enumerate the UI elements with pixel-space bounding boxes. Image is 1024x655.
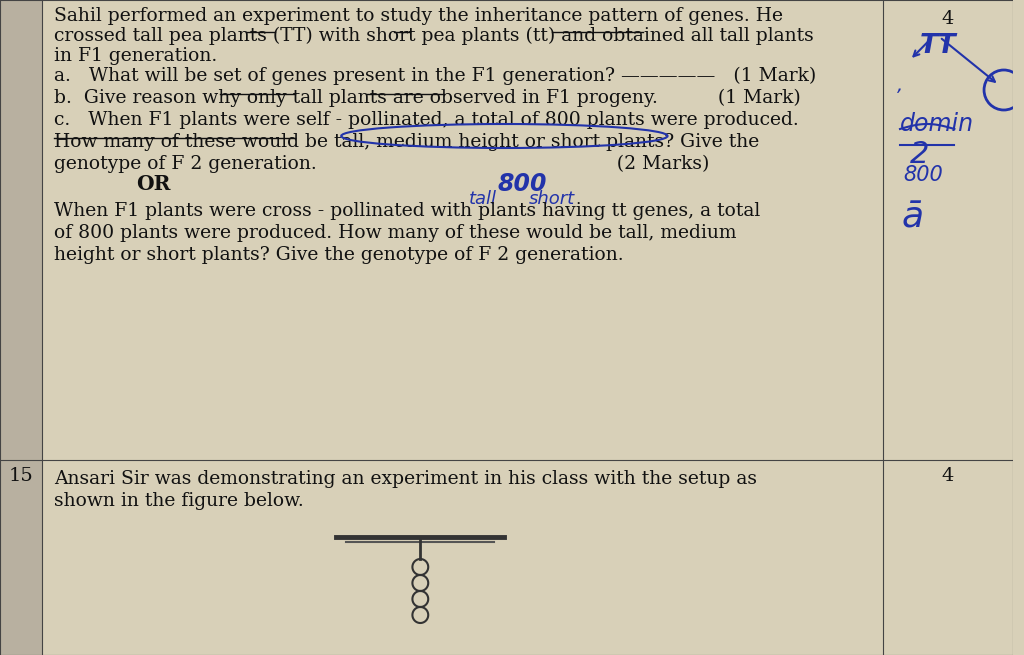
- Text: 800: 800: [498, 172, 547, 196]
- Text: tall: tall: [469, 190, 497, 208]
- Text: OR: OR: [136, 174, 171, 194]
- Text: height or short plants? Give the genotype of F 2 generation.: height or short plants? Give the genotyp…: [54, 246, 624, 264]
- Text: ,: ,: [897, 76, 903, 95]
- Bar: [0, 0, 42, 655]
- Text: When F1 plants were cross - pollinated with plants having tt genes, a total: When F1 plants were cross - pollinated w…: [54, 202, 761, 220]
- Text: short: short: [528, 190, 574, 208]
- Text: of 800 plants were produced. How many of these would be tall, medium: of 800 plants were produced. How many of…: [54, 224, 737, 242]
- Text: 800: 800: [903, 165, 943, 185]
- Text: b.  Give reason why only tall plants are observed in F1 progeny.          (1 Mar: b. Give reason why only tall plants are …: [54, 89, 801, 107]
- Text: a.   What will be set of genes present in the F1 generation? —————   (1 Mark): a. What will be set of genes present in …: [54, 67, 817, 85]
- Text: 4: 4: [941, 467, 953, 485]
- Text: TT: TT: [920, 33, 956, 59]
- Text: How many of these would be tall, medium height or short plants? Give the: How many of these would be tall, medium …: [54, 133, 760, 151]
- Text: crossed tall pea plants (TT) with short pea plants (tt) and obtained all tall pl: crossed tall pea plants (TT) with short …: [54, 27, 814, 45]
- Text: Sahil performed an experiment to study the inheritance pattern of genes. He: Sahil performed an experiment to study t…: [54, 7, 783, 25]
- Text: c.   When F1 plants were self - pollinated, a total of 800 plants were produced.: c. When F1 plants were self - pollinated…: [54, 111, 799, 129]
- Text: in F1 generation.: in F1 generation.: [54, 47, 218, 65]
- Text: ā: ā: [902, 200, 924, 234]
- Text: shown in the figure below.: shown in the figure below.: [54, 492, 304, 510]
- Text: genotype of F 2 generation.                                                  (2 : genotype of F 2 generation. (2: [54, 155, 710, 174]
- Text: Ansari Sir was demonstrating an experiment in his class with the setup as: Ansari Sir was demonstrating an experime…: [54, 470, 758, 488]
- Text: 4: 4: [941, 10, 953, 28]
- Text: 2: 2: [910, 140, 929, 169]
- Text: domin: domin: [900, 112, 974, 136]
- Text: 15: 15: [8, 467, 33, 485]
